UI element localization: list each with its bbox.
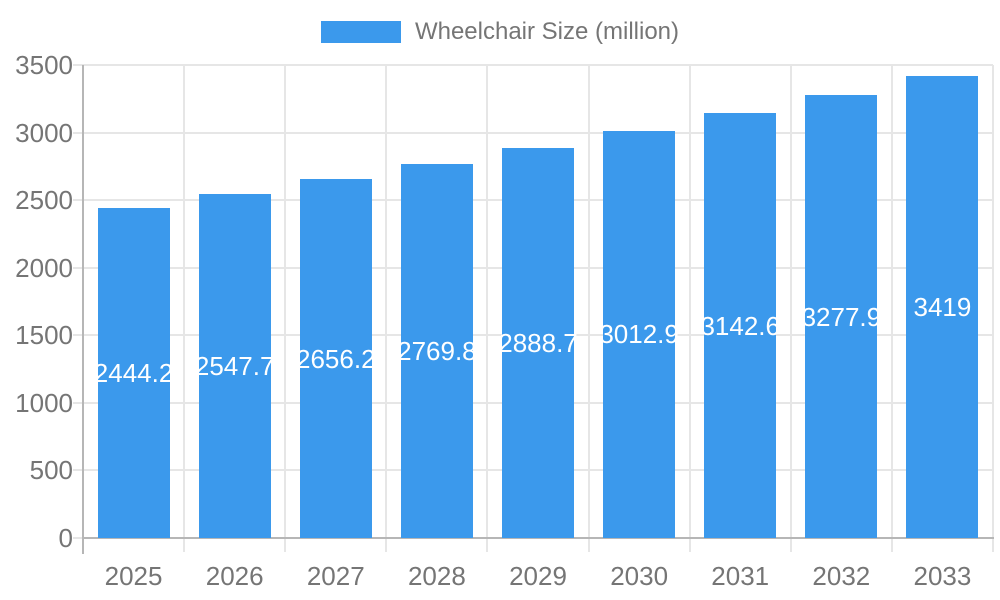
x-axis-line: [82, 537, 994, 539]
y-axis-tick: [73, 64, 83, 66]
y-axis-label: 3000: [15, 117, 73, 148]
bar-value-label: 3142.6: [700, 310, 780, 341]
bar-value-label: 3277.9: [801, 301, 882, 332]
x-axis-label: 2031: [711, 561, 770, 591]
y-axis-label: 0: [58, 523, 73, 553]
bar-value-label: 3012.9: [599, 319, 679, 350]
bar[interactable]: [299, 179, 372, 538]
bar[interactable]: [198, 193, 271, 538]
x-axis-tick: [688, 538, 691, 552]
legend: Wheelchair Size (million): [0, 18, 1000, 46]
x-axis-tick: [587, 538, 590, 552]
x-axis-label: 2032: [812, 561, 871, 591]
gridline-vertical: [183, 65, 186, 538]
y-axis-tick: [73, 469, 83, 472]
x-axis-label: 2030: [610, 561, 669, 591]
y-axis-label: 1000: [15, 387, 73, 418]
x-axis-tick: [486, 538, 489, 552]
x-axis-tick: [992, 538, 994, 552]
x-axis-label: 2029: [509, 561, 567, 591]
x-axis-label: 2027: [306, 561, 365, 591]
gridline-vertical: [890, 65, 893, 538]
x-axis-label: 2028: [407, 561, 466, 591]
x-axis-tick: [183, 538, 186, 552]
y-axis-label: 500: [29, 455, 73, 486]
bar[interactable]: [502, 147, 574, 538]
bar-value-label: 2888.7: [498, 327, 578, 358]
y-axis-label: 3500: [15, 50, 73, 80]
y-axis-label: 2000: [15, 252, 73, 283]
gridline-horizontal: [83, 64, 993, 66]
gridline-vertical: [385, 65, 388, 538]
x-axis-label: 2025: [104, 561, 163, 591]
gridline-vertical: [789, 65, 792, 538]
y-axis-tick: [73, 131, 83, 134]
y-axis-label: 1500: [15, 320, 73, 351]
y-axis-tick: [73, 401, 83, 404]
bar[interactable]: [906, 75, 979, 538]
y-axis-tick: [73, 266, 83, 269]
gridline-vertical: [587, 65, 590, 538]
bar[interactable]: [400, 163, 473, 538]
x-axis-tick: [789, 538, 792, 552]
y-axis-tick: [73, 334, 83, 337]
bar[interactable]: [97, 207, 170, 538]
y-axis-tick: [73, 537, 83, 539]
y-axis-label: 2500: [15, 185, 73, 216]
x-axis-label: 2026: [205, 561, 264, 591]
gridline-vertical: [992, 65, 994, 538]
x-axis-tick: [385, 538, 388, 552]
x-axis-label: 2033: [913, 561, 972, 591]
gridline-vertical: [284, 65, 287, 538]
gridline-vertical: [688, 65, 691, 538]
legend-swatch: [320, 21, 401, 43]
gridline-vertical: [486, 65, 489, 538]
bar[interactable]: [603, 130, 676, 538]
legend-item[interactable]: Wheelchair Size (million): [320, 18, 680, 46]
bar-value-label: 2547.7: [194, 350, 275, 381]
x-axis-tick: [284, 538, 287, 552]
bar-value-label: 2656.2: [296, 343, 376, 374]
gridline-horizontal: [83, 131, 993, 134]
bar-value-label: 2444.2: [93, 357, 174, 388]
bar-value-label: 3419: [913, 291, 972, 322]
bar[interactable]: [704, 113, 777, 538]
x-axis-tick: [890, 538, 893, 552]
bar[interactable]: [805, 95, 878, 538]
bar-value-label: 2769.8: [397, 335, 477, 366]
y-axis-tick: [73, 199, 83, 202]
legend-label: Wheelchair Size (million): [414, 18, 680, 45]
y-axis-line: [82, 65, 84, 554]
